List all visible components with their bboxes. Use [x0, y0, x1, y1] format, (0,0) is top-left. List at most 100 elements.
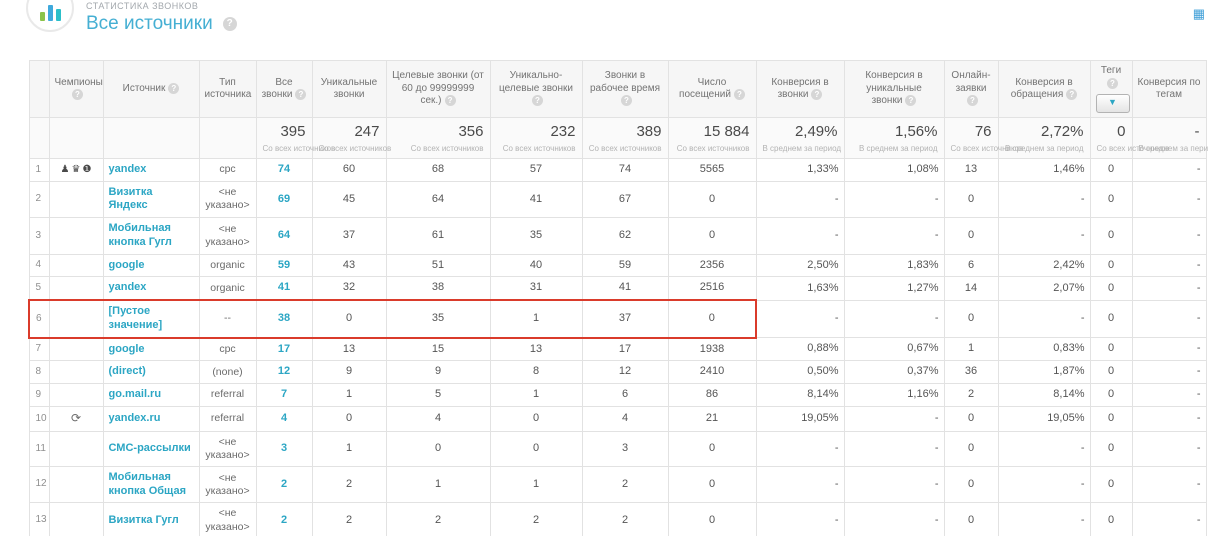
all-calls-link[interactable]: 12 — [277, 365, 291, 378]
cell-tags: 0 — [1089, 430, 1133, 467]
cell-all_calls: 17 — [255, 337, 313, 362]
total-value: 2,72% — [1040, 123, 1084, 141]
source-link[interactable]: yandex — [108, 281, 147, 294]
first-place-icon[interactable]: ❶ — [82, 163, 92, 175]
cell-conv_unique: - — [843, 430, 945, 467]
row-number: 3 — [28, 217, 50, 255]
all-calls-link[interactable]: 74 — [277, 162, 291, 175]
cell-unique_calls: 60 — [311, 157, 387, 182]
bell-icon[interactable]: ♟ — [60, 163, 70, 175]
all-calls-link[interactable]: 2 — [280, 513, 288, 526]
cell-conv_unique: - — [843, 502, 945, 536]
cell-source: Визитка Гугл — [102, 502, 200, 536]
cell-source-type: -- — [198, 299, 257, 339]
cell-unique_calls: 2 — [311, 502, 387, 536]
cell-unique_target_calls: 1 — [489, 383, 583, 407]
cell-online_leads: 0 — [943, 299, 999, 339]
source-link[interactable]: Визитка Гугл — [108, 513, 179, 526]
total-sublabel: Со всех источников — [502, 143, 576, 153]
help-icon[interactable]: ? — [621, 95, 632, 107]
help-icon[interactable]: ? — [295, 89, 307, 100]
source-link[interactable]: СМС-рассылки — [108, 441, 191, 454]
cell-work_time_calls: 2 — [581, 502, 669, 536]
cell-conv_calls: - — [755, 430, 845, 467]
help-icon[interactable]: ? — [532, 95, 543, 107]
column-header-work_time_calls: Звонки в рабочее время? — [581, 59, 669, 119]
cell-online_leads: 0 — [943, 217, 999, 255]
help-icon[interactable]: ? — [967, 95, 978, 107]
source-link[interactable]: yandex — [108, 162, 147, 175]
help-icon[interactable]: ? — [1066, 89, 1078, 100]
title-help-icon[interactable]: ? — [222, 17, 237, 31]
help-icon[interactable]: ? — [444, 95, 456, 107]
cell-conv_unique: 0,37% — [843, 360, 945, 385]
column-header-champions: Чемпионы? — [48, 59, 104, 119]
help-icon[interactable]: ? — [733, 89, 745, 100]
cell-target_calls: 35 — [385, 299, 491, 339]
table-row: 4 google organic 59 43 51 40 59 2356 2,50% 1,83% 6 2… — [28, 253, 1207, 278]
cell-visits: 5565 — [667, 157, 757, 182]
total-conv_tags: - В среднем за период — [1131, 117, 1208, 159]
all-calls-link[interactable]: 7 — [280, 388, 288, 401]
all-calls-link[interactable]: 64 — [277, 229, 291, 242]
settings-icon[interactable]: ▦ — [1192, 6, 1205, 21]
all-calls-link[interactable]: 38 — [277, 312, 291, 325]
table-row: 1 ♟ ♛ ❶ yandex cpc 74 60 68 57 74 5565 1,33% 1,08% 13 1… — [28, 157, 1207, 182]
source-link[interactable]: google — [108, 342, 145, 355]
source-link[interactable]: yandex.ru — [108, 411, 161, 424]
cell-online_leads: 0 — [943, 465, 999, 504]
source-link[interactable]: Визитка Яндекс — [108, 185, 153, 212]
cell-champions — [48, 276, 104, 301]
tags-filter-dropdown[interactable]: ▼ — [1095, 94, 1130, 114]
cell-target_calls: 64 — [385, 180, 491, 219]
total-sublabel: Со всех источников — [318, 143, 392, 153]
source-link[interactable]: (direct) — [108, 365, 146, 378]
cell-visits: 1938 — [667, 337, 757, 362]
help-icon[interactable]: ? — [72, 89, 83, 100]
help-icon[interactable]: ? — [168, 82, 180, 94]
all-calls-link[interactable]: 17 — [277, 342, 291, 355]
help-icon[interactable]: ? — [811, 89, 823, 100]
crown-icon[interactable]: ♛ — [71, 163, 81, 175]
cell-champions — [48, 217, 104, 255]
all-calls-link[interactable]: 2 — [280, 477, 288, 490]
cell-conv_tags: - — [1131, 383, 1207, 407]
total-tags: 0 Со всех источников — [1089, 117, 1169, 159]
total-unique_target_calls: 232 Со всех источников — [489, 117, 583, 159]
cell-source-type: <не указано> — [198, 180, 257, 219]
cell-unique_calls: 0 — [311, 299, 387, 339]
cell-conv_unique: - — [843, 465, 945, 504]
cell-conv_tags: - — [1131, 253, 1207, 278]
all-calls-link[interactable]: 4 — [280, 411, 288, 424]
column-label: Конверсия в обращения — [1010, 76, 1073, 101]
cell-conv_tags: - — [1131, 405, 1207, 432]
all-calls-link[interactable]: 41 — [277, 281, 291, 294]
source-link[interactable]: [Пустое значение] — [108, 305, 163, 331]
help-icon[interactable]: ? — [905, 95, 917, 107]
source-link[interactable]: Мобильная кнопка Гугл — [108, 222, 172, 248]
sync-icon[interactable]: ⟳ — [70, 410, 82, 425]
cell-online_leads: 0 — [943, 502, 999, 536]
all-calls-link[interactable]: 3 — [280, 441, 288, 454]
all-calls-link[interactable]: 59 — [277, 258, 291, 271]
all-calls-link[interactable]: 69 — [277, 192, 291, 205]
cell-target_calls: 51 — [385, 253, 491, 278]
cell-unique_calls: 9 — [311, 360, 387, 385]
cell-online_leads: 1 — [943, 337, 999, 362]
row-number: 4 — [28, 253, 50, 278]
cell-unique_calls: 1 — [311, 430, 387, 467]
source-link[interactable]: google — [108, 258, 145, 271]
cell-visits: 0 — [667, 465, 757, 504]
app-logo-icon — [26, 0, 74, 32]
source-link[interactable]: Мобильная кнопка Общая — [108, 470, 187, 497]
cell-conv_tags: - — [1131, 502, 1207, 536]
cell-visits: 0 — [667, 217, 757, 255]
cell-all_calls: 3 — [255, 430, 313, 467]
cell-source: google — [102, 337, 200, 362]
cell-source-type: cpc — [198, 157, 257, 182]
help-icon[interactable]: ? — [1107, 77, 1118, 89]
cell-target_calls: 4 — [385, 405, 491, 432]
total-sublabel: Со всех источников — [588, 143, 662, 153]
cell-champions: ♟ ♛ ❶ — [48, 157, 104, 182]
source-link[interactable]: go.mail.ru — [108, 388, 162, 401]
